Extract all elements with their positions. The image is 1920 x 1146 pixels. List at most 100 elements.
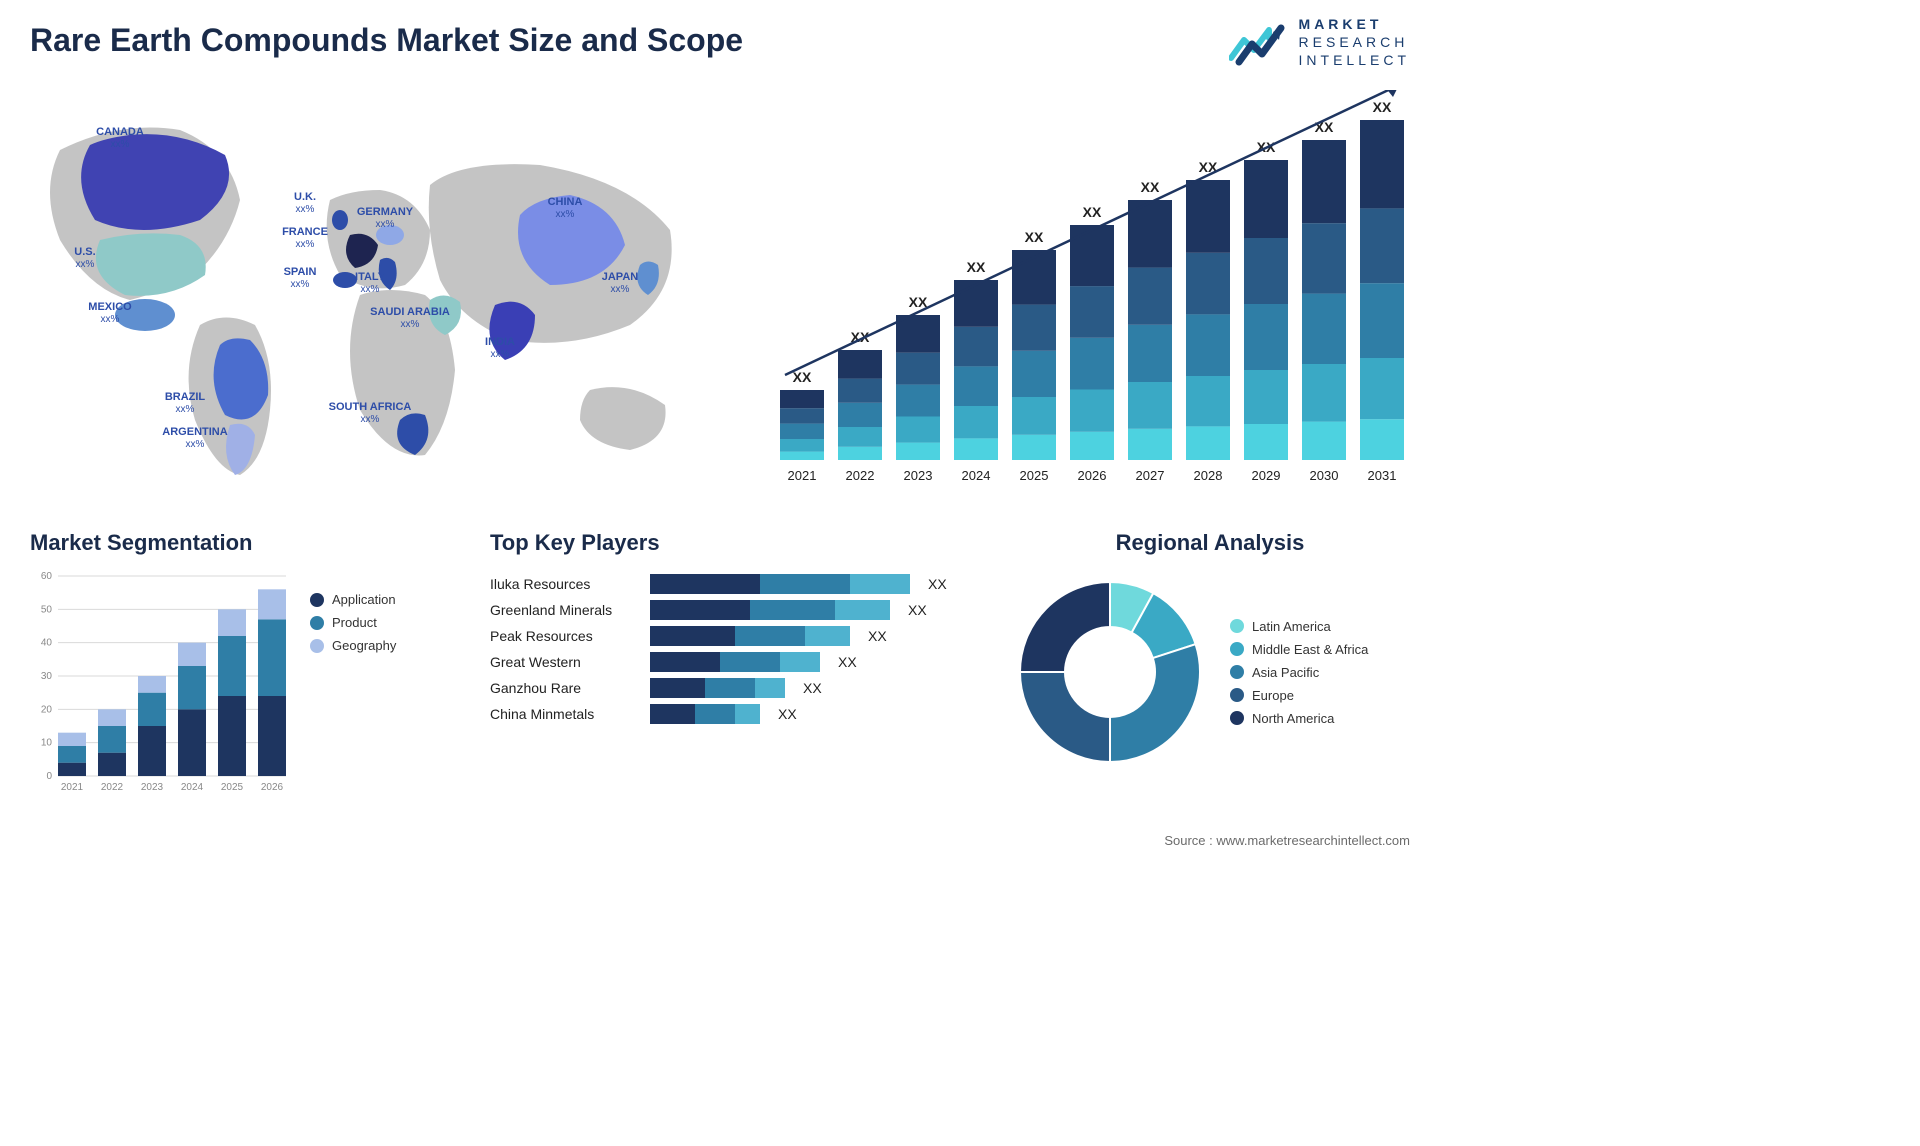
- key-player-value: XX: [778, 706, 797, 722]
- svg-text:40: 40: [41, 638, 53, 649]
- key-player-value: XX: [868, 628, 887, 644]
- svg-text:50: 50: [41, 604, 53, 615]
- svg-text:xx%: xx%: [186, 439, 205, 450]
- svg-text:2024: 2024: [181, 782, 204, 793]
- legend-label: Europe: [1252, 688, 1294, 703]
- svg-text:XX: XX: [967, 259, 986, 275]
- legend-label: Middle East & Africa: [1252, 642, 1368, 657]
- svg-text:xx%: xx%: [491, 349, 510, 360]
- key-player-row: China Minmetals XX: [490, 704, 980, 724]
- legend-item: North America: [1230, 711, 1368, 726]
- key-players-chart: Iluka ResourcesXXGreenland MineralsXXPea…: [490, 574, 980, 724]
- bar-segment: [650, 574, 760, 594]
- svg-text:XX: XX: [1083, 204, 1102, 220]
- svg-text:CANADA: CANADA: [96, 126, 144, 138]
- source-attribution: Source : www.marketresearchintellect.com: [1164, 833, 1410, 848]
- key-player-row: Ganzhou Rare XX: [490, 678, 980, 698]
- legend-label: Latin America: [1252, 619, 1331, 634]
- legend-item: Asia Pacific: [1230, 665, 1368, 680]
- svg-text:2025: 2025: [1020, 468, 1049, 483]
- svg-text:xx%: xx%: [361, 284, 380, 295]
- legend-item: Application: [310, 592, 396, 607]
- legend-swatch: [310, 593, 324, 607]
- brand-logo: MARKET RESEARCH INTELLECT: [1229, 15, 1410, 70]
- segmentation-title: Market Segmentation: [30, 530, 450, 556]
- regional-title: Regional Analysis: [1010, 530, 1410, 556]
- svg-text:xx%: xx%: [361, 414, 380, 425]
- bar-segment: [650, 600, 750, 620]
- svg-text:XX: XX: [1025, 229, 1044, 245]
- svg-text:2023: 2023: [141, 782, 164, 793]
- legend-label: Application: [332, 592, 396, 607]
- svg-text:INDIA: INDIA: [485, 336, 515, 348]
- key-player-bar: [650, 600, 890, 620]
- growth-bar-chart: XX2021XX2022XX2023XX2024XX2025XX2026XX20…: [760, 90, 1410, 490]
- svg-text:2023: 2023: [904, 468, 933, 483]
- legend-label: Geography: [332, 638, 396, 653]
- key-player-bar: [650, 678, 785, 698]
- legend-item: Geography: [310, 638, 396, 653]
- svg-text:2022: 2022: [846, 468, 875, 483]
- key-player-value: XX: [838, 654, 857, 670]
- key-player-row: Greenland Minerals XX: [490, 600, 980, 620]
- svg-text:2026: 2026: [261, 782, 284, 793]
- key-player-label: Great Western: [490, 654, 640, 670]
- svg-text:xx%: xx%: [376, 219, 395, 230]
- key-player-label: Greenland Minerals: [490, 602, 640, 618]
- key-player-label: Iluka Resources: [490, 576, 640, 592]
- svg-text:XX: XX: [1141, 179, 1160, 195]
- segmentation-legend: Application Product Geography: [310, 584, 396, 661]
- svg-text:SOUTH AFRICA: SOUTH AFRICA: [329, 401, 412, 413]
- legend-label: Product: [332, 615, 377, 630]
- svg-text:xx%: xx%: [296, 204, 315, 215]
- svg-text:xx%: xx%: [101, 314, 120, 325]
- key-player-label: China Minmetals: [490, 706, 640, 722]
- svg-text:xx%: xx%: [556, 209, 575, 220]
- key-player-row: Iluka Resources XX: [490, 574, 980, 594]
- key-player-value: XX: [908, 602, 927, 618]
- svg-text:XX: XX: [1373, 99, 1392, 115]
- key-player-label: Ganzhou Rare: [490, 680, 640, 696]
- bar-segment: [750, 600, 835, 620]
- bar-segment: [695, 704, 735, 724]
- legend-label: North America: [1252, 711, 1334, 726]
- svg-text:CHINA: CHINA: [548, 196, 583, 208]
- key-player-value: XX: [803, 680, 822, 696]
- key-players-section: Top Key Players Iluka ResourcesXXGreenla…: [490, 530, 980, 730]
- bar-segment: [735, 704, 760, 724]
- bar-segment: [780, 652, 820, 672]
- svg-text:10: 10: [41, 738, 53, 749]
- svg-text:xx%: xx%: [111, 139, 130, 150]
- svg-text:xx%: xx%: [401, 319, 420, 330]
- logo-text: MARKET RESEARCH INTELLECT: [1299, 15, 1410, 70]
- svg-text:BRAZIL: BRAZIL: [165, 391, 206, 403]
- bar-segment: [735, 626, 805, 646]
- bar-segment: [755, 678, 785, 698]
- svg-text:2026: 2026: [1078, 468, 1107, 483]
- svg-text:XX: XX: [793, 369, 812, 385]
- legend-swatch: [310, 639, 324, 653]
- legend-swatch: [1230, 688, 1244, 702]
- svg-text:2028: 2028: [1194, 468, 1223, 483]
- legend-item: Latin America: [1230, 619, 1368, 634]
- key-player-bar: [650, 652, 820, 672]
- svg-text:2029: 2029: [1252, 468, 1281, 483]
- bar-segment: [835, 600, 890, 620]
- svg-text:GERMANY: GERMANY: [357, 206, 414, 218]
- page-title: Rare Earth Compounds Market Size and Sco…: [30, 22, 743, 59]
- bar-segment: [650, 678, 705, 698]
- svg-text:30: 30: [41, 671, 53, 682]
- svg-text:SPAIN: SPAIN: [284, 266, 317, 278]
- svg-text:U.K.: U.K.: [294, 191, 316, 203]
- svg-text:2024: 2024: [962, 468, 991, 483]
- svg-text:FRANCE: FRANCE: [282, 226, 328, 238]
- svg-text:2030: 2030: [1310, 468, 1339, 483]
- bar-segment: [760, 574, 850, 594]
- bar-segment: [720, 652, 780, 672]
- bar-segment: [850, 574, 910, 594]
- svg-text:U.S.: U.S.: [74, 246, 95, 258]
- svg-text:xx%: xx%: [296, 239, 315, 250]
- svg-text:2022: 2022: [101, 782, 124, 793]
- key-player-row: Peak ResourcesXX: [490, 626, 980, 646]
- key-player-value: XX: [928, 576, 947, 592]
